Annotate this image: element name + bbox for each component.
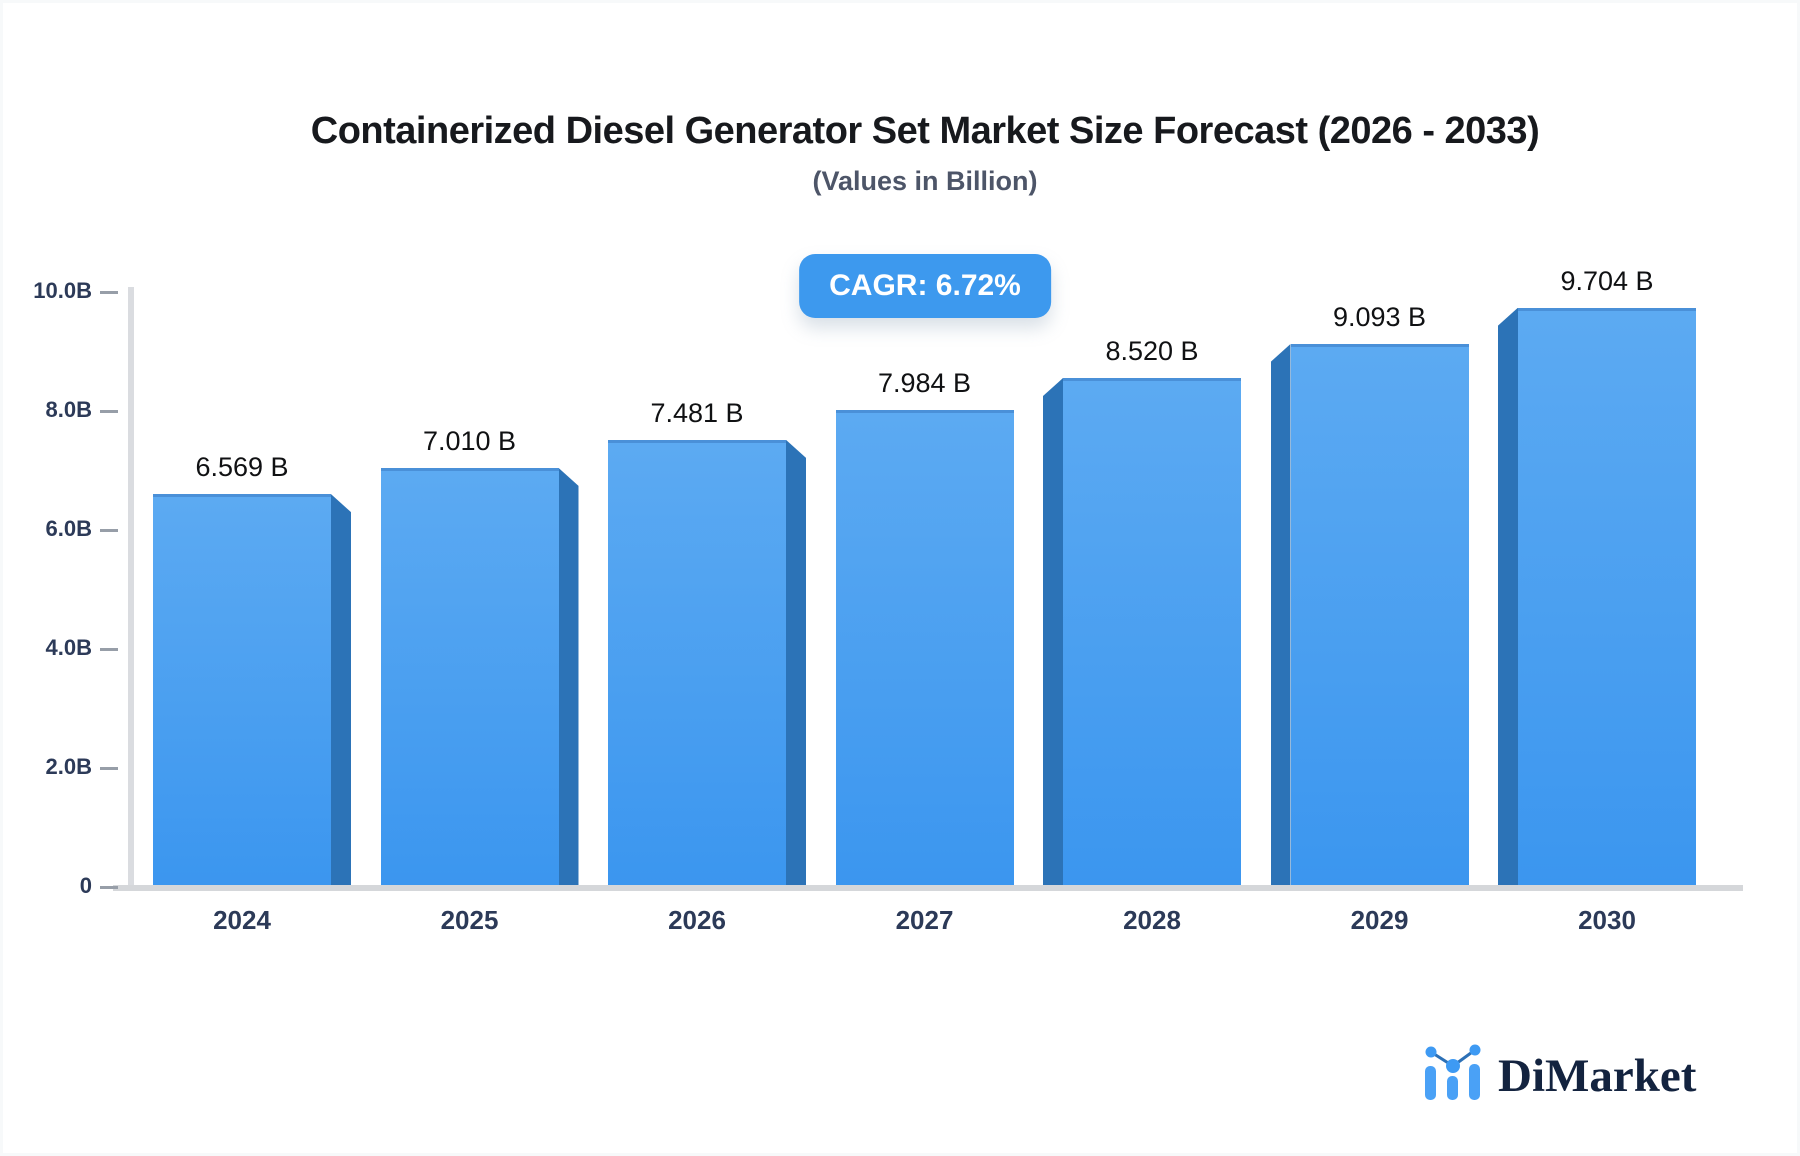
bar-value-label: 7.010 B [422, 425, 517, 456]
chart-title: Containerized Diesel Generator Set Marke… [310, 110, 1540, 152]
bar-2024 [153, 494, 331, 885]
bar-side-3d [1270, 343, 1291, 885]
y-axis-tick-label: 8.0B [45, 397, 92, 422]
brand-logo: DiMarket [1420, 1040, 1696, 1102]
bar-side-3d [1498, 307, 1518, 885]
bar-value-label: 6.569 B [195, 452, 289, 483]
y-axis-tick-mark [100, 410, 118, 413]
bar-2030 [1518, 307, 1696, 885]
y-axis-line [128, 287, 134, 887]
bar-2029 [1290, 343, 1469, 885]
bar-value-label: 8.520 B [1105, 336, 1199, 367]
y-axis-tick-mark [100, 291, 118, 294]
x-axis-label-2029: 2029 [1350, 905, 1409, 935]
y-axis-tick-label: 0 [79, 873, 92, 898]
bar-2028 [1063, 378, 1241, 885]
bar-2026 [608, 439, 786, 885]
bar-side-3d [1043, 378, 1063, 885]
y-axis-tick-mark [100, 529, 118, 532]
y-axis-tick-mark [100, 648, 118, 651]
chart-subtitle: (Values in Billion) [812, 166, 1038, 196]
x-axis-label-2027: 2027 [895, 905, 954, 935]
bar-line-chart-icon [1425, 1044, 1481, 1100]
bar-2027 [835, 409, 1014, 885]
y-axis-tick-mark [100, 886, 118, 889]
bar-2025 [380, 467, 559, 885]
y-axis-tick-label: 2.0B [45, 754, 92, 779]
bar-side-3d [331, 494, 351, 885]
bar-side-3d [558, 467, 579, 885]
x-axis-label-2025: 2025 [440, 905, 499, 935]
bar-value-label: 9.093 B [1332, 301, 1427, 332]
bar-value-label: 7.984 B [877, 367, 972, 398]
bar-value-label: 7.481 B [650, 397, 744, 428]
y-axis-tick-label: 10.0B [33, 278, 92, 303]
y-axis-tick-label: 4.0B [45, 635, 92, 660]
x-axis-label-2024: 2024 [213, 905, 271, 935]
y-axis-tick-label: 6.0B [45, 516, 92, 541]
bar-side-3d [786, 439, 806, 885]
x-axis-label-2028: 2028 [1123, 905, 1181, 935]
x-axis-label-2030: 2030 [1578, 905, 1636, 935]
bar-value-label: 9.704 B [1560, 265, 1654, 296]
y-axis-tick-mark [100, 767, 118, 770]
x-axis-baseline [113, 885, 1743, 891]
brand-logo-text: DiMarket [1498, 1050, 1697, 1102]
cagr-badge: CAGR: 6.72% [799, 254, 1051, 318]
x-axis-label-2026: 2026 [668, 905, 726, 935]
